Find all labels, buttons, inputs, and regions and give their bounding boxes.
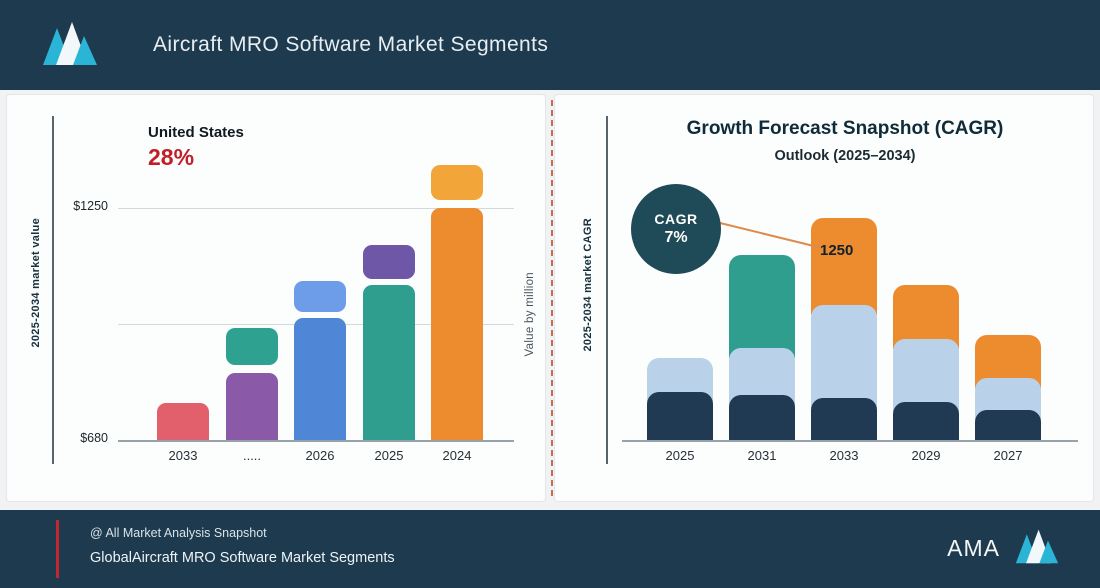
page-title: Aircraft MRO Software Market Segments <box>153 33 549 56</box>
content: 2025-2034 market value United States 28%… <box>0 90 1100 510</box>
footer-brand: AMA <box>947 528 1060 569</box>
footer: @ All Market Analysis Snapshot GlobalAir… <box>0 510 1100 588</box>
footer-accent-line <box>56 520 59 578</box>
callout-connector-line <box>715 221 823 249</box>
footer-title: GlobalAircraft MRO Software Market Segme… <box>90 550 395 566</box>
bar-cap-2026 <box>294 281 346 312</box>
y-tick-label: $1250 <box>73 199 108 213</box>
panel-divider <box>551 100 553 496</box>
bar-2025 <box>363 285 415 440</box>
x-tick-label: 2026 <box>305 448 335 463</box>
gridline <box>118 440 514 442</box>
cagr-badge: CAGR 7% <box>631 184 721 274</box>
gridline <box>118 208 514 209</box>
bar-cap-2024 <box>431 165 483 200</box>
right-chart-subtitle: Outlook (2025–2034) <box>774 148 916 164</box>
left-y-axis-label: 2025-2034 market value <box>30 218 42 348</box>
bar-segment-2027-base <box>975 410 1041 440</box>
bar-segment-2029-top <box>893 285 959 349</box>
x-tick-label: 2025 <box>374 448 404 463</box>
bar-segment-2033-mid <box>811 304 877 409</box>
x-tick-label: 2031 <box>747 448 777 463</box>
bar-segment-2029-base <box>893 402 959 440</box>
bar-segment-2033-top <box>811 218 877 315</box>
x-tick-label: 2033 <box>168 448 198 463</box>
callout-value: 1250 <box>820 242 854 259</box>
footer-brand-text: AMA <box>947 535 1000 561</box>
header: Aircraft MRO Software Market Segments <box>0 0 1100 90</box>
bar-segment-2031-base <box>729 395 795 440</box>
market-value-chart: $1250 $680 2033..... 2026 2025 2024 <box>73 110 514 463</box>
ama-logo-icon <box>42 20 98 71</box>
bar-segment-2025-base <box>647 391 713 440</box>
baseline <box>622 440 1078 442</box>
right-chart-title: Growth Forecast Snapshot (CAGR) <box>686 118 1004 139</box>
growth-forecast-chart: 2025 2031 2033 2029 2027 <box>622 110 1078 463</box>
bar-cap-..... <box>226 328 278 365</box>
bar-2026 <box>294 317 346 440</box>
right-axis-line <box>606 116 608 464</box>
country-label: United States <box>148 124 244 141</box>
bar-segment-2033-base <box>811 398 877 440</box>
x-tick-label: 2025 <box>665 448 695 463</box>
right-y-axis-label: 2025-2034 market CAGR <box>582 218 594 352</box>
bar-2033 <box>157 403 209 440</box>
footer-tagline: @ All Market Analysis Snapshot <box>90 526 267 540</box>
left-axis-line <box>52 116 54 464</box>
ama-logo-icon-footer <box>1014 528 1060 569</box>
bar-..... <box>226 372 278 440</box>
x-tick-label: 2024 <box>442 448 472 463</box>
cagr-badge-value: 7% <box>664 229 688 246</box>
cagr-badge-label: CAGR <box>654 211 698 227</box>
value-by-million-label: Value by million <box>524 272 536 357</box>
bar-segment-2031-top <box>729 255 795 359</box>
bar-2024 <box>431 208 483 440</box>
y-tick-label: $680 <box>80 431 108 445</box>
x-tick-label: ..... <box>242 448 262 463</box>
x-tick-label: 2033 <box>829 448 859 463</box>
percent-highlight: 28% <box>148 144 195 170</box>
x-tick-label: 2027 <box>993 448 1023 463</box>
x-tick-label: 2029 <box>911 448 941 463</box>
bar-cap-2025 <box>363 244 415 280</box>
bar-segment-2029-mid <box>893 338 959 413</box>
